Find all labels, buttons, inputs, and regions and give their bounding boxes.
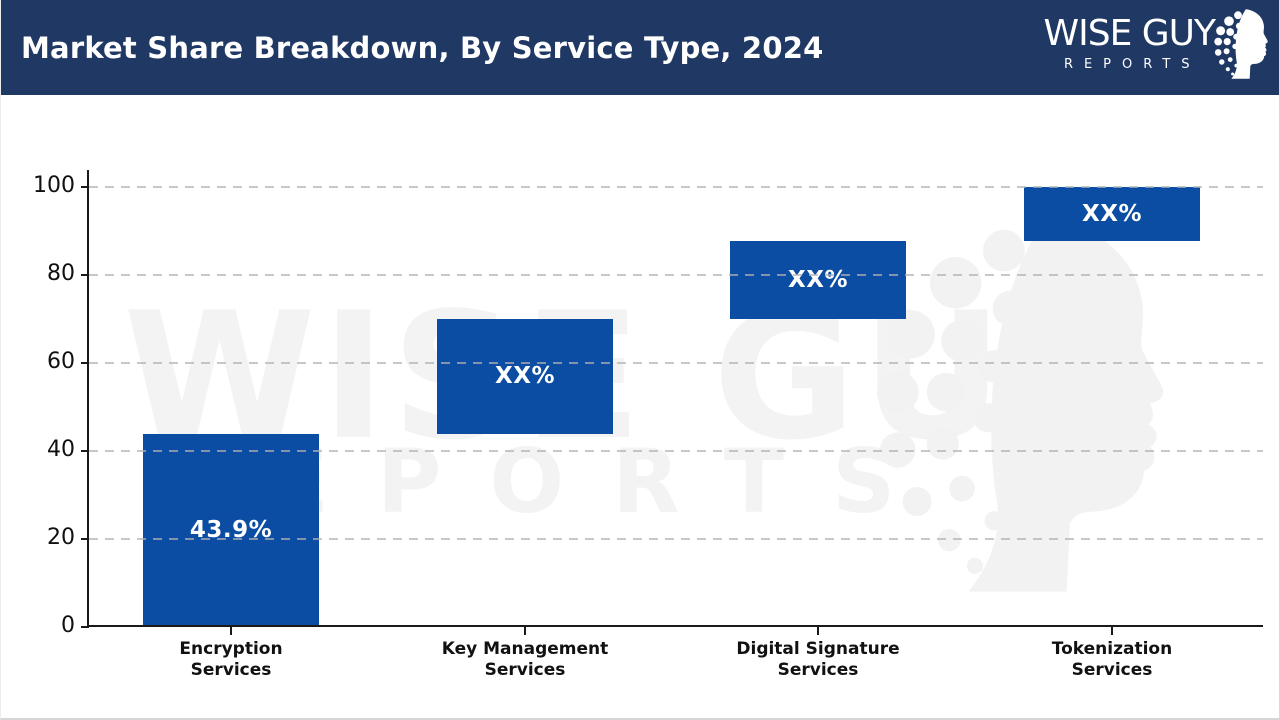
y-tick-mark — [81, 538, 89, 540]
bar-segment: 43.9% — [143, 433, 319, 627]
bar-value-label: XX% — [1081, 201, 1142, 228]
y-tick-mark — [81, 626, 89, 628]
x-tick-mark — [524, 627, 526, 635]
y-tick-label: 20 — [47, 525, 75, 550]
bar-segment: XX% — [437, 319, 613, 434]
logo-text: WISE GUY REPORTS — [1043, 13, 1216, 73]
y-tick-label: 0 — [61, 613, 75, 638]
logo-face-icon — [1214, 9, 1268, 79]
bar-segment: XX% — [730, 241, 906, 319]
gridline — [89, 274, 1263, 276]
y-tick-label: 40 — [47, 437, 75, 462]
x-tick-mark — [1111, 627, 1113, 635]
x-tick-mark — [817, 627, 819, 635]
y-tick-label: 80 — [47, 261, 75, 286]
logo-wordmark: WISE GUY — [1043, 13, 1216, 54]
x-tick-mark — [230, 627, 232, 635]
x-category-label: Tokenization Services — [1051, 639, 1173, 680]
gridline — [89, 186, 1263, 188]
wiseguy-logo: WISE GUY REPORTS — [1044, 6, 1272, 82]
y-tick-label: 100 — [33, 173, 75, 198]
y-tick-mark — [81, 274, 89, 276]
y-tick-label: 60 — [47, 349, 75, 374]
bar-value-label: XX% — [494, 363, 555, 390]
y-tick-mark — [81, 450, 89, 452]
gridline — [89, 538, 1263, 540]
x-category-label: Digital Signature Services — [736, 639, 900, 680]
logo-subtext: REPORTS — [1063, 57, 1201, 72]
bar-segment: XX% — [1024, 187, 1200, 242]
gridline — [89, 450, 1263, 452]
x-category-label: Key Management Services — [441, 639, 609, 680]
chart-title: Market Share Breakdown, By Service Type,… — [21, 30, 824, 65]
gridline — [89, 362, 1263, 364]
y-axis — [87, 170, 89, 627]
y-tick-mark — [81, 362, 89, 364]
bar-value-label: XX% — [787, 267, 848, 294]
header-bar: Market Share Breakdown, By Service Type,… — [1, 0, 1279, 95]
x-category-label: Encryption Services — [179, 639, 283, 680]
y-tick-mark — [81, 186, 89, 188]
x-axis — [89, 625, 1263, 627]
